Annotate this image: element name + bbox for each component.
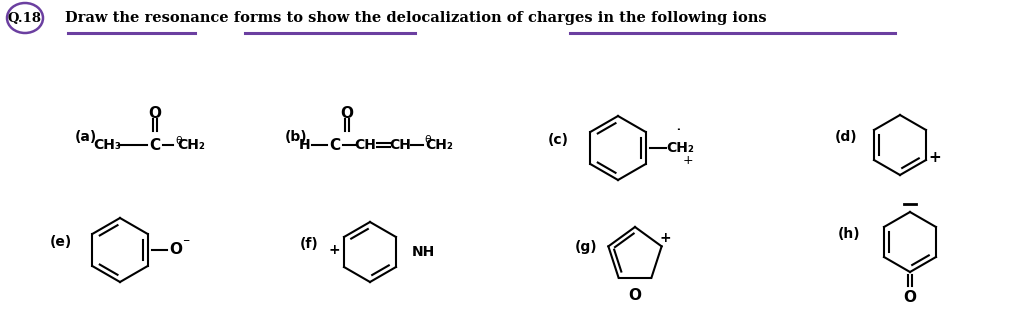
Text: (d): (d): [835, 130, 858, 144]
Text: NH: NH: [412, 245, 435, 259]
Text: (a): (a): [75, 130, 97, 144]
Text: Draw the resonance forms to show the delocalization of charges in the following : Draw the resonance forms to show the del…: [65, 11, 767, 25]
Text: (b): (b): [285, 130, 307, 144]
Text: +: +: [683, 153, 693, 166]
Text: θ: θ: [176, 136, 182, 146]
Text: +: +: [659, 231, 671, 245]
Text: CH₂: CH₂: [425, 138, 453, 152]
Text: +: +: [328, 243, 340, 257]
Text: C: C: [330, 137, 341, 152]
Text: CH: CH: [389, 138, 411, 152]
Text: O: O: [148, 106, 162, 121]
Text: (c): (c): [548, 133, 569, 147]
Text: CH₂: CH₂: [666, 141, 694, 155]
Text: (f): (f): [300, 237, 318, 251]
Text: O: O: [341, 106, 353, 121]
Text: O: O: [903, 290, 916, 305]
Text: C: C: [150, 137, 161, 152]
Text: CH₃: CH₃: [93, 138, 121, 152]
Text: O: O: [170, 243, 182, 257]
Text: CH₂: CH₂: [177, 138, 205, 152]
Text: Q.18: Q.18: [8, 11, 42, 25]
Text: (e): (e): [50, 235, 73, 249]
Text: ˙: ˙: [673, 129, 683, 147]
Text: O: O: [629, 288, 641, 303]
Text: (h): (h): [838, 227, 860, 241]
Text: CH: CH: [354, 138, 376, 152]
Text: +: +: [929, 149, 941, 164]
Text: H: H: [299, 138, 311, 152]
Text: ⁻: ⁻: [182, 236, 189, 250]
Text: (g): (g): [575, 240, 598, 254]
Text: θ: θ: [425, 135, 431, 145]
